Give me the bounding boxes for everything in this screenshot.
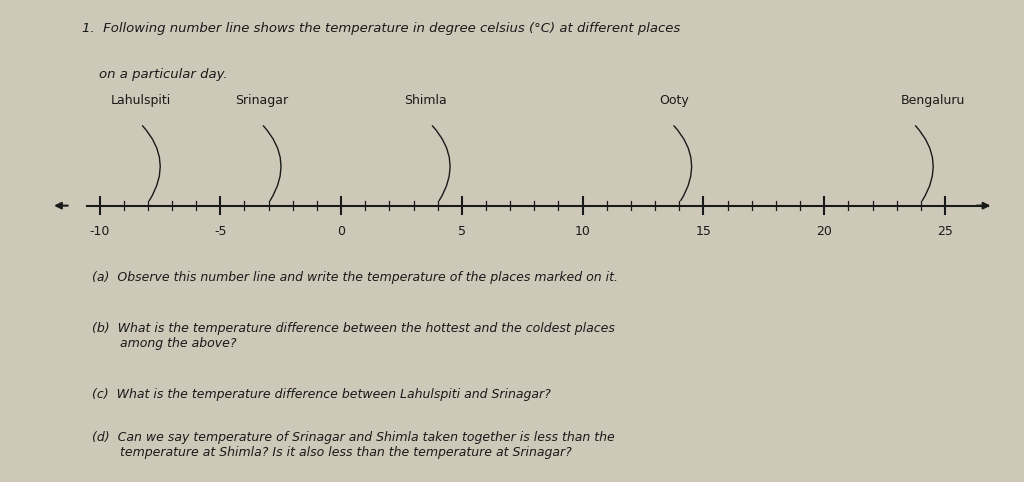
Text: -10: -10 xyxy=(89,225,110,238)
Text: 0: 0 xyxy=(337,225,345,238)
Text: 1.  Following number line shows the temperature in degree celsius (°C) at differ: 1. Following number line shows the tempe… xyxy=(82,22,680,35)
Text: Srinagar: Srinagar xyxy=(234,94,288,107)
Text: (b)  What is the temperature difference between the hottest and the coldest plac: (b) What is the temperature difference b… xyxy=(92,322,615,350)
Text: (d)  Can we say temperature of Srinagar and Shimla taken together is less than t: (d) Can we say temperature of Srinagar a… xyxy=(92,430,614,458)
Text: on a particular day.: on a particular day. xyxy=(82,68,227,81)
Text: Ooty: Ooty xyxy=(659,94,689,107)
Text: Shimla: Shimla xyxy=(404,94,447,107)
Text: 15: 15 xyxy=(695,225,712,238)
Text: Lahulspiti: Lahulspiti xyxy=(111,94,171,107)
Text: 10: 10 xyxy=(574,225,591,238)
Text: Bengaluru: Bengaluru xyxy=(901,94,965,107)
Text: 5: 5 xyxy=(458,225,466,238)
Text: (c)  What is the temperature difference between Lahulspiti and Srinagar?: (c) What is the temperature difference b… xyxy=(92,388,551,401)
Text: -5: -5 xyxy=(214,225,226,238)
Text: (a)  Observe this number line and write the temperature of the places marked on : (a) Observe this number line and write t… xyxy=(92,271,618,284)
Text: 25: 25 xyxy=(937,225,953,238)
Text: 20: 20 xyxy=(816,225,833,238)
